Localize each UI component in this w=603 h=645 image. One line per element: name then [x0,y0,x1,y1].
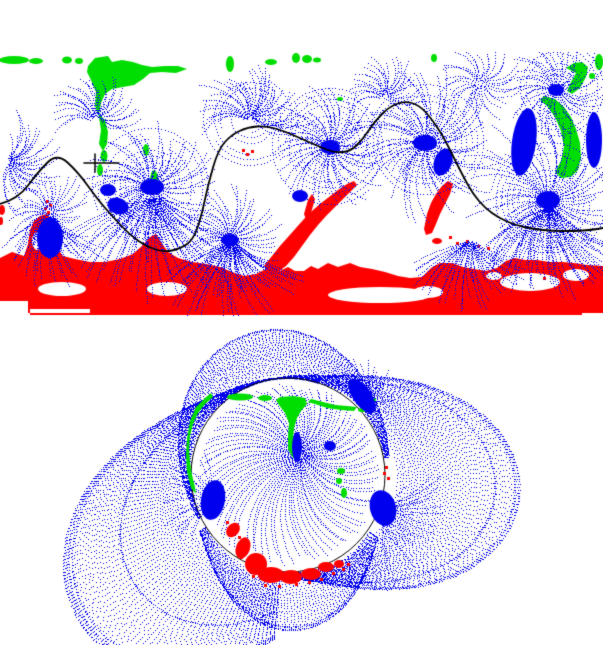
field-line-figure [0,0,603,645]
field-line-plot-canvas [0,0,603,645]
